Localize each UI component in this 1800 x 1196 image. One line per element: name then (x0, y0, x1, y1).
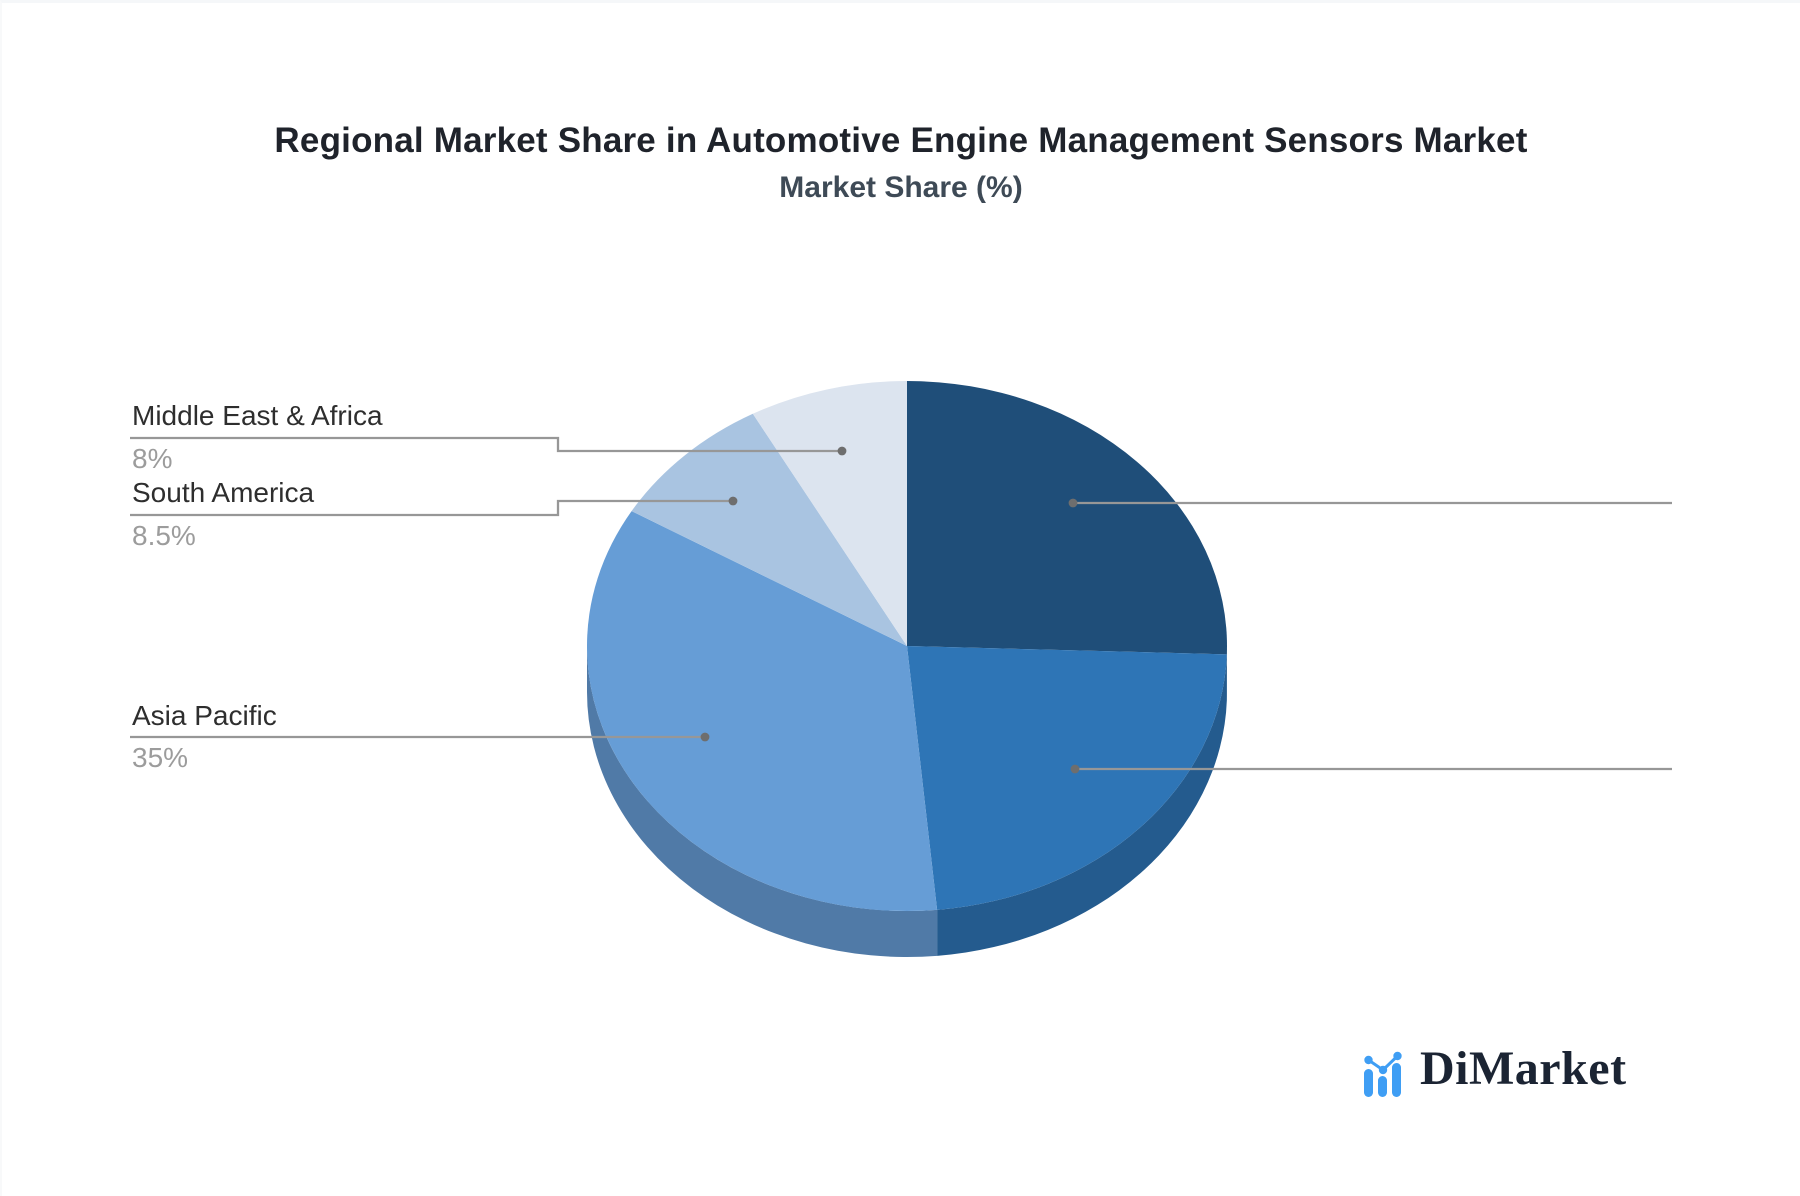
leader-dot (1070, 764, 1080, 774)
pie-slice-europe[interactable] (907, 646, 1227, 910)
callout-label: Asia Pacific (132, 700, 277, 731)
brand-logo[interactable]: DiMarket (1358, 1039, 1658, 1109)
callout-value: 8.5% (132, 520, 196, 551)
pie-slice-asia-pacific[interactable] (587, 511, 938, 911)
leader-dot (700, 732, 710, 742)
leader-line (130, 499, 733, 517)
pie-slice-south-america[interactable] (631, 413, 907, 646)
pie-slice-side (587, 646, 938, 957)
leader-dot (728, 496, 738, 506)
leader-dot (1068, 498, 1078, 508)
callout-label: South America (132, 477, 315, 508)
pie-slice-side (937, 654, 1227, 956)
chart-title: Regional Market Share in Automotive Engi… (274, 121, 1528, 160)
callout-label: Middle East & Africa (132, 400, 383, 431)
pie-slice-middle-east-africa[interactable] (752, 381, 907, 646)
callout-value: 35% (132, 742, 189, 773)
brand-name: DiMarket (1420, 1042, 1627, 1095)
bar-line-chart-icon (1364, 1051, 1402, 1097)
chart-subtitle: Market Share (%) (779, 171, 1023, 204)
leader-dot (837, 446, 847, 456)
leader-line (130, 436, 842, 453)
callout-value: 8% (132, 443, 173, 474)
pie-slice-north-america[interactable] (907, 381, 1227, 655)
pie-chart-canvas (130, 381, 1672, 957)
